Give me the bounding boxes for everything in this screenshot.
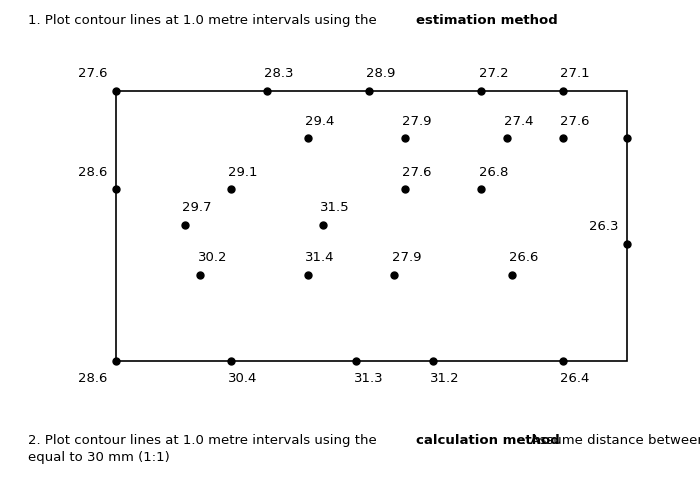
Text: 28.3: 28.3 [264,67,293,80]
Text: estimation method: estimation method [416,13,559,27]
Text: 31.3: 31.3 [354,372,383,385]
Text: 27.1: 27.1 [561,67,590,80]
Text: 31.5: 31.5 [321,201,350,214]
Text: 31.4: 31.4 [305,252,335,265]
Bar [116,91,627,362]
Text: 27.6: 27.6 [402,166,432,179]
Text: 29.4: 29.4 [305,115,335,128]
Text: 2. Plot contour lines at 1.0 metre intervals using the: 2. Plot contour lines at 1.0 metre inter… [28,434,381,447]
Text: 27.9: 27.9 [392,252,421,265]
Text: 28.9: 28.9 [366,67,396,80]
Text: 30.2: 30.2 [197,252,228,265]
Text: 26.4: 26.4 [561,372,590,385]
Text: 27.6: 27.6 [78,67,107,80]
Text: 26.3: 26.3 [589,220,618,233]
Text: 28.6: 28.6 [78,166,107,179]
Text: 28.6: 28.6 [78,372,107,385]
Text: 30.4: 30.4 [228,372,258,385]
Text: .: . [519,13,524,27]
Text: 29.7: 29.7 [183,201,212,214]
Text: 26.8: 26.8 [479,166,508,179]
Text: . Assume distance between endpoints is: . Assume distance between endpoints is [522,434,700,447]
Text: 27.6: 27.6 [561,115,590,128]
Text: 31.2: 31.2 [430,372,460,385]
Text: 27.2: 27.2 [479,67,508,80]
Text: 27.4: 27.4 [504,115,534,128]
Text: 27.9: 27.9 [402,115,432,128]
Text: calculation method: calculation method [416,434,560,447]
Text: 29.1: 29.1 [228,166,258,179]
Text: 1. Plot contour lines at 1.0 metre intervals using the: 1. Plot contour lines at 1.0 metre inter… [28,13,381,27]
Text: equal to 30 mm (1:1): equal to 30 mm (1:1) [28,451,169,464]
Text: 26.6: 26.6 [510,252,539,265]
